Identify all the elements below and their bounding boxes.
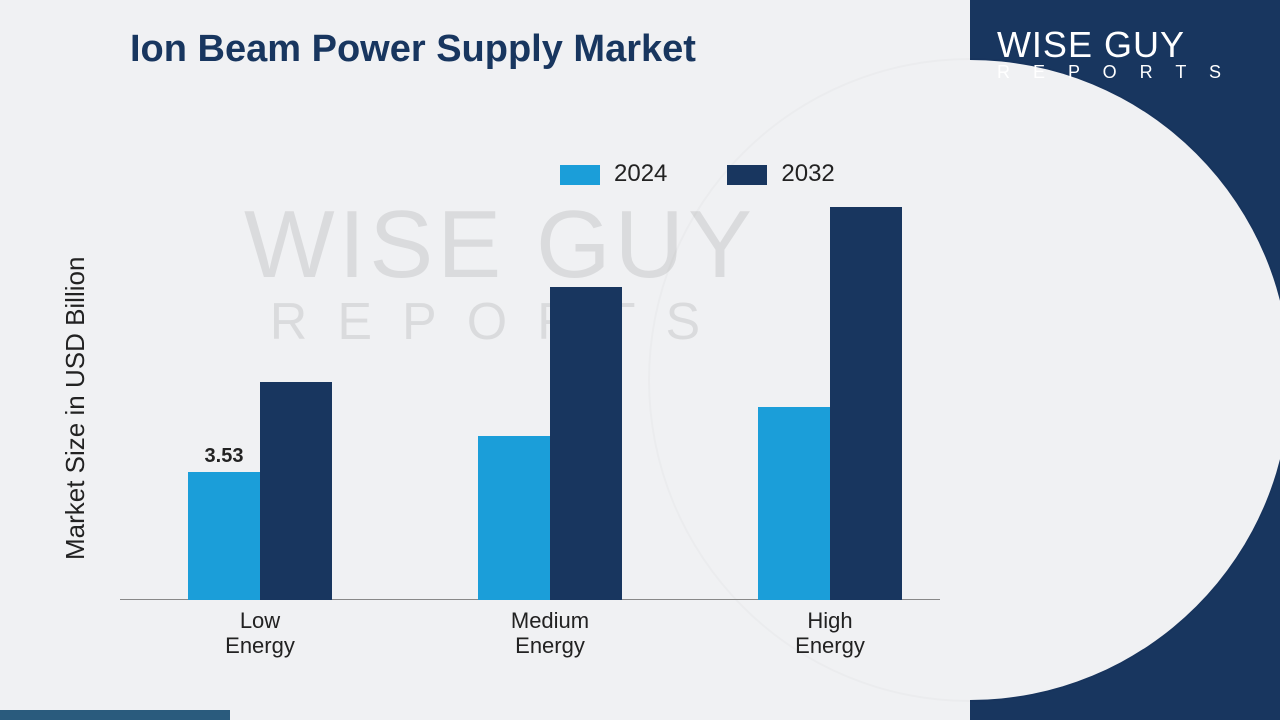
category-label: MediumEnergy	[470, 608, 630, 659]
x-axis-labels: LowEnergy MediumEnergy HighEnergy	[120, 602, 940, 662]
legend-label-2024: 2024	[614, 160, 667, 187]
category-label: HighEnergy	[750, 608, 910, 659]
legend: 2024 2032	[560, 160, 835, 188]
legend-swatch-2032	[727, 165, 767, 185]
plot-area: 3.53	[120, 200, 940, 600]
bar	[830, 207, 902, 600]
legend-item-2032: 2032	[727, 160, 834, 188]
brand-line1: WISE GUY	[997, 24, 1230, 66]
legend-label-2032: 2032	[781, 160, 834, 187]
legend-item-2024: 2024	[560, 160, 667, 188]
chart-title: Ion Beam Power Supply Market	[130, 28, 696, 71]
bar	[550, 287, 622, 600]
brand-line2: R E P O R T S	[997, 62, 1230, 83]
brand-logo: WISE GUY R E P O R T S	[997, 24, 1230, 83]
bar	[260, 382, 332, 600]
bar	[188, 472, 260, 600]
legend-swatch-2024	[560, 165, 600, 185]
y-axis-label: Market Size in USD Billion	[60, 257, 91, 560]
chart-canvas: WISE GUY R E P O R T S WISE GUY REPORTS …	[0, 0, 1280, 720]
bar	[478, 436, 550, 600]
category-label: LowEnergy	[180, 608, 340, 659]
bottom-accent-bar	[0, 710, 230, 720]
bar	[758, 407, 830, 600]
bar-value-label: 3.53	[174, 445, 274, 468]
